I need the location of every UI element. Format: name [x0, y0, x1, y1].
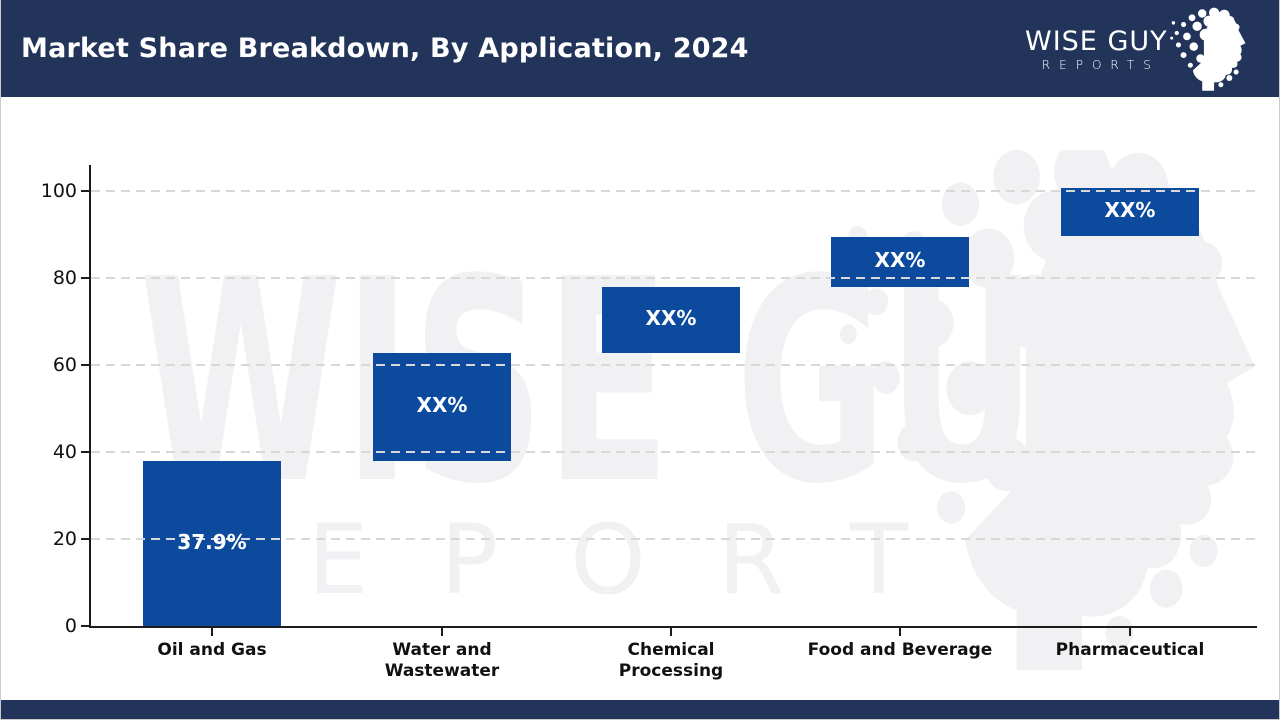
bar-value-label: 37.9%: [177, 529, 247, 554]
footer-bar: [1, 700, 1279, 719]
logo-text: WISE GUY REPORTS: [1025, 27, 1168, 73]
gridline-y20: [91, 538, 1257, 540]
y-axis-tick-40: 40: [52, 441, 77, 463]
x-tick-mark: [441, 628, 443, 636]
y-tick-mark: [81, 364, 89, 366]
y-tick-mark: [81, 190, 89, 192]
bar-value-label: XX%: [874, 247, 926, 272]
x-tick-mark: [211, 628, 213, 636]
logo-dotted-face-icon: [1169, 7, 1246, 91]
bar-value-label: XX%: [645, 306, 697, 331]
y-tick-mark: [81, 277, 89, 279]
logo-wiseguy-label: WISE GUY: [1025, 26, 1168, 57]
gridline-y100: [91, 190, 1257, 192]
y-tick-mark: [81, 625, 89, 627]
y-axis-tick-0: 0: [64, 615, 77, 637]
gridline-y40: [91, 451, 1257, 453]
bar-value-label: XX%: [1104, 197, 1156, 222]
chart-title: Market Share Breakdown, By Application, …: [21, 33, 749, 64]
x-axis-line: [89, 626, 1257, 628]
y-tick-mark: [81, 451, 89, 453]
y-axis-line: [89, 165, 91, 628]
y-axis-tick-60: 60: [52, 354, 77, 376]
bar-3: [602, 287, 740, 354]
bar-2: [373, 353, 511, 461]
x-axis-label-3: Chemical Processing: [618, 640, 724, 681]
y-axis-tick-80: 80: [52, 267, 77, 289]
x-axis-label-5: Pharmaceutical: [1055, 640, 1205, 660]
bar-5: [1061, 187, 1199, 237]
watermark-reports-text: REPORTS: [169, 504, 1114, 616]
y-axis-tick-20: 20: [52, 528, 77, 550]
x-axis-label-4: Food and Beverage: [807, 640, 993, 660]
x-axis-label-1: Oil and Gas: [157, 640, 267, 660]
logo-reports-label: REPORTS: [1041, 58, 1160, 72]
x-tick-mark: [899, 628, 901, 636]
wise-guy-reports-logo: WISE GUY REPORTS: [1025, 6, 1275, 94]
bar-value-label: XX%: [416, 392, 468, 417]
y-tick-mark: [81, 538, 89, 540]
x-tick-mark: [670, 628, 672, 636]
x-tick-mark: [1129, 628, 1131, 636]
y-axis-tick-100: 100: [40, 180, 77, 202]
gridline-y80: [91, 277, 1257, 279]
x-axis-label-2: Water and Wastewater: [384, 640, 500, 681]
bar-1: [143, 461, 281, 626]
watermark-dotted-face: [839, 150, 1255, 670]
gridline-y60: [91, 364, 1257, 366]
header-bar: Market Share Breakdown, By Application, …: [1, 0, 1279, 97]
